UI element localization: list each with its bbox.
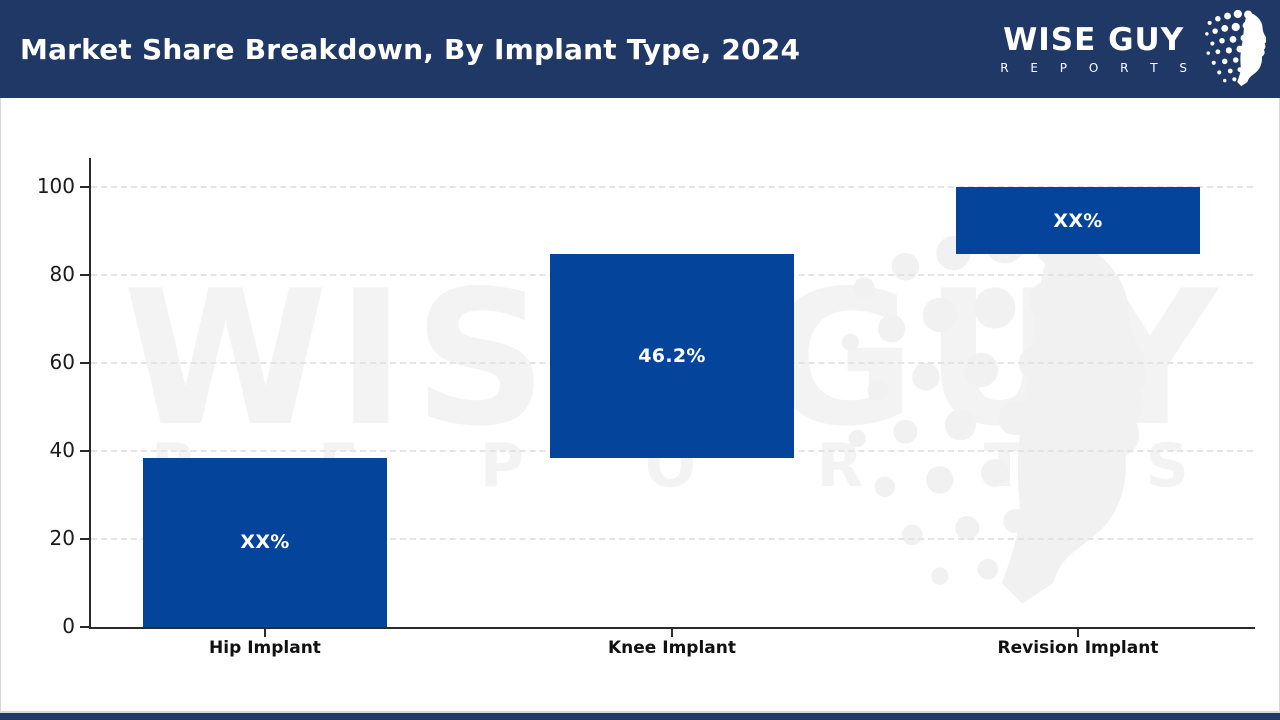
- header-bar: Market Share Breakdown, By Implant Type,…: [0, 0, 1280, 98]
- x-tick-mark-2: [671, 629, 673, 637]
- bar-value-label: 46.2%: [638, 344, 706, 367]
- x-tick-mark-3: [1077, 629, 1079, 637]
- y-tick-mark-80: [80, 274, 89, 276]
- brand-name: WISE GUY: [1003, 21, 1185, 58]
- y-tick-mark-60: [80, 362, 89, 364]
- y-tick-label-20: 20: [49, 526, 75, 550]
- y-tick-mark-0: [80, 626, 89, 628]
- bar-hip-implant: XX%: [143, 457, 387, 627]
- gridline-100: [91, 186, 1253, 188]
- dotted-head-icon: [1205, 9, 1266, 87]
- x-category-label-2: Knee Implant: [608, 638, 736, 658]
- brand-subtitle: R E P O R T S: [1000, 60, 1196, 75]
- bar-revision-implant: XX%: [956, 187, 1200, 255]
- footer-bar: [0, 713, 1280, 720]
- y-tick-mark-100: [80, 186, 89, 188]
- y-tick-mark-40: [80, 450, 89, 452]
- bar-knee-implant: 46.2%: [550, 254, 794, 458]
- y-tick-label-80: 80: [49, 262, 75, 286]
- y-tick-label-40: 40: [49, 438, 75, 462]
- y-tick-label-100: 100: [36, 174, 75, 198]
- x-axis-spine: [89, 627, 1255, 629]
- brand-logo: WISE GUY R E P O R T S: [991, 0, 1266, 98]
- y-axis-spine: [89, 158, 91, 629]
- bar-value-label: XX%: [1053, 209, 1103, 232]
- x-category-label-3: Revision Implant: [997, 638, 1159, 658]
- x-tick-mark-1: [264, 629, 266, 637]
- x-category-label-1: Hip Implant: [209, 638, 321, 658]
- y-tick-label-60: 60: [49, 350, 75, 374]
- chart-area: WISE GUY R E P O R T S 0 20 40 60 80 100 XX% Hi…: [0, 98, 1280, 713]
- y-tick-mark-20: [80, 538, 89, 540]
- brand-logo-text: WISE GUY R E P O R T S: [991, 21, 1196, 75]
- bar-value-label: XX%: [240, 531, 290, 554]
- y-tick-label-0: 0: [62, 614, 75, 638]
- gridline-20: [91, 538, 1253, 540]
- watermark-head-icon: [841, 222, 1146, 604]
- page-title: Market Share Breakdown, By Implant Type,…: [20, 32, 801, 66]
